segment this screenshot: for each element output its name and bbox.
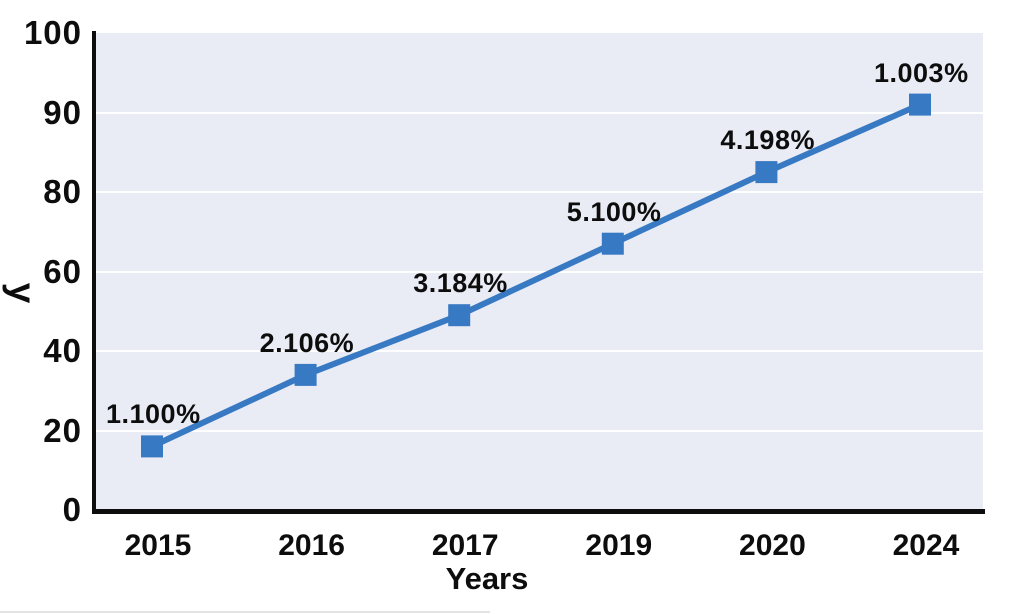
y-tick-label: 0 <box>62 491 82 528</box>
data-point-marker <box>755 161 778 184</box>
line-series-chart <box>141 93 931 458</box>
data-point-label: 5.100% <box>566 196 662 227</box>
x-axis-title: Years <box>445 561 529 596</box>
y-axis-line <box>92 31 96 514</box>
gridline <box>95 191 983 193</box>
x-tick-label: 2020 <box>739 529 806 562</box>
data-point-label: 4.198% <box>720 125 815 156</box>
bottom-edge-line <box>0 611 490 613</box>
data-point-label: 3.184% <box>413 268 508 299</box>
gridline <box>95 270 983 273</box>
y-tick-label: 20 <box>43 411 82 449</box>
y-tick-label: 80 <box>43 173 82 210</box>
data-point-marker <box>141 435 163 458</box>
plot-area <box>95 33 983 510</box>
data-point-label: 1.100% <box>106 399 201 430</box>
data-point-label: 2.106% <box>259 327 355 358</box>
y-tick-label: 90 <box>43 93 82 131</box>
x-axis-line <box>92 509 985 514</box>
gridline <box>95 350 983 352</box>
data-point-marker <box>294 363 317 386</box>
y-tick-label: 60 <box>43 252 82 290</box>
trend-line <box>150 101 922 450</box>
x-tick-label: 2019 <box>585 529 653 562</box>
x-tick-label: 2024 <box>892 529 960 562</box>
x-tick-label: 2015 <box>124 529 192 562</box>
data-point-marker <box>909 93 931 116</box>
data-point-label: 1.003% <box>874 57 969 88</box>
gridline <box>95 429 983 432</box>
data-point-marker <box>601 232 624 255</box>
data-point-marker <box>448 304 471 327</box>
y-tick-label: 100 <box>23 14 82 51</box>
gridline <box>95 111 983 114</box>
x-tick-label: 2016 <box>278 529 345 562</box>
x-tick-label: 2017 <box>431 529 499 562</box>
y-tick-label: 40 <box>43 332 82 369</box>
